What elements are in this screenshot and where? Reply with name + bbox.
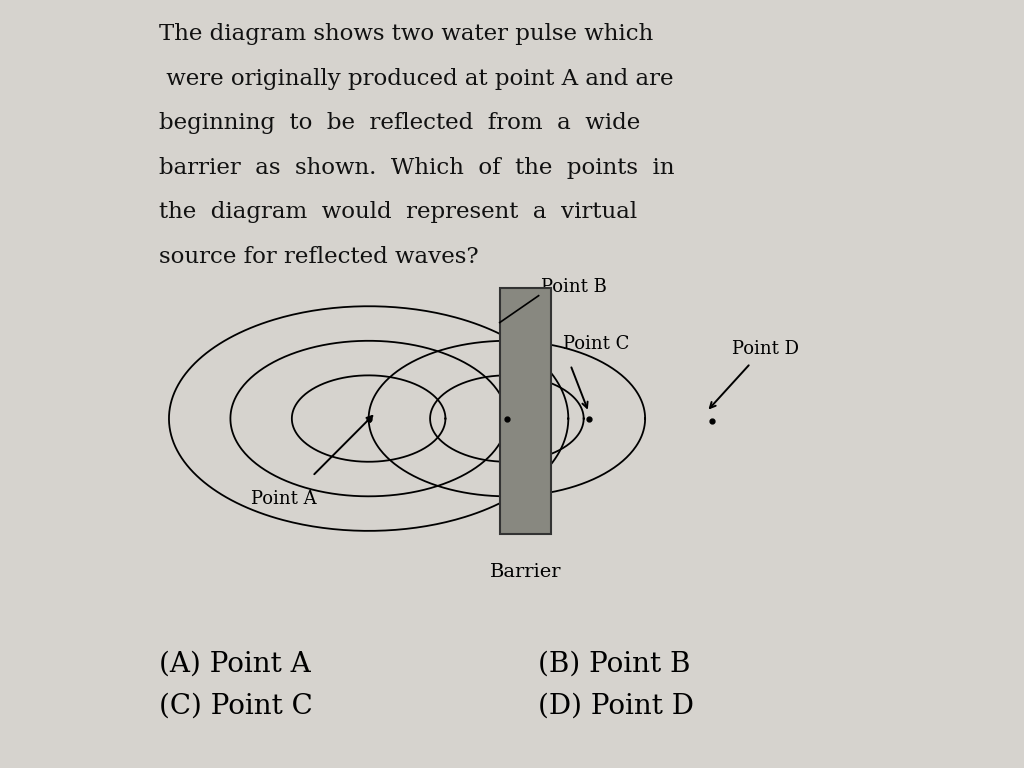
Text: Point A: Point A xyxy=(251,490,316,508)
Text: barrier  as  shown.  Which  of  the  points  in: barrier as shown. Which of the points in xyxy=(159,157,674,179)
Text: Point C: Point C xyxy=(563,336,630,353)
Text: (C) Point C: (C) Point C xyxy=(159,693,312,720)
Text: source for reflected waves?: source for reflected waves? xyxy=(159,246,478,268)
Text: were originally produced at point A and are: were originally produced at point A and … xyxy=(159,68,673,90)
Text: Barrier: Barrier xyxy=(489,563,561,581)
Bar xyxy=(500,288,551,534)
Text: (B) Point B: (B) Point B xyxy=(538,650,690,678)
Text: beginning  to  be  reflected  from  a  wide: beginning to be reflected from a wide xyxy=(159,112,640,134)
Text: (A) Point A: (A) Point A xyxy=(159,650,310,678)
Text: The diagram shows two water pulse which: The diagram shows two water pulse which xyxy=(159,23,653,45)
Text: the  diagram  would  represent  a  virtual: the diagram would represent a virtual xyxy=(159,201,637,223)
Text: (D) Point D: (D) Point D xyxy=(538,693,693,720)
Text: Point B: Point B xyxy=(541,278,606,296)
Text: Point D: Point D xyxy=(732,340,799,358)
